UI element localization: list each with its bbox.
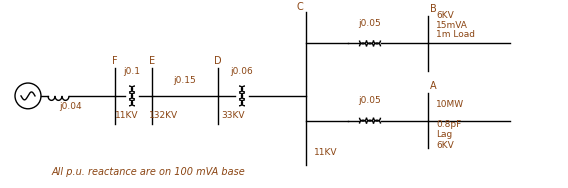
Text: j0.04: j0.04 <box>59 102 81 111</box>
Text: 0.8pF: 0.8pF <box>436 120 461 129</box>
Text: 11KV: 11KV <box>314 148 337 157</box>
Text: B: B <box>430 4 437 14</box>
Text: 10MW: 10MW <box>436 100 464 109</box>
Text: j0.05: j0.05 <box>358 19 381 28</box>
Text: 11KV: 11KV <box>115 111 139 120</box>
Text: 15mVA: 15mVA <box>436 20 468 30</box>
Text: 132KV: 132KV <box>149 111 178 120</box>
Text: Lag: Lag <box>436 130 452 139</box>
Text: 33KV: 33KV <box>222 111 245 120</box>
Text: C: C <box>296 2 303 12</box>
Text: 6KV: 6KV <box>436 141 454 150</box>
Text: 1m Load: 1m Load <box>436 30 475 39</box>
Text: F: F <box>112 56 118 66</box>
Text: A: A <box>430 81 437 91</box>
Text: j0.06: j0.06 <box>231 67 253 76</box>
Text: j0.1: j0.1 <box>123 67 140 76</box>
Text: j0.15: j0.15 <box>174 76 197 85</box>
Text: 6KV: 6KV <box>436 11 454 20</box>
Text: E: E <box>149 56 155 66</box>
Text: j0.05: j0.05 <box>358 96 381 105</box>
Text: All p.u. reactance are on 100 mVA base: All p.u. reactance are on 100 mVA base <box>51 167 245 177</box>
Text: D: D <box>214 56 222 66</box>
